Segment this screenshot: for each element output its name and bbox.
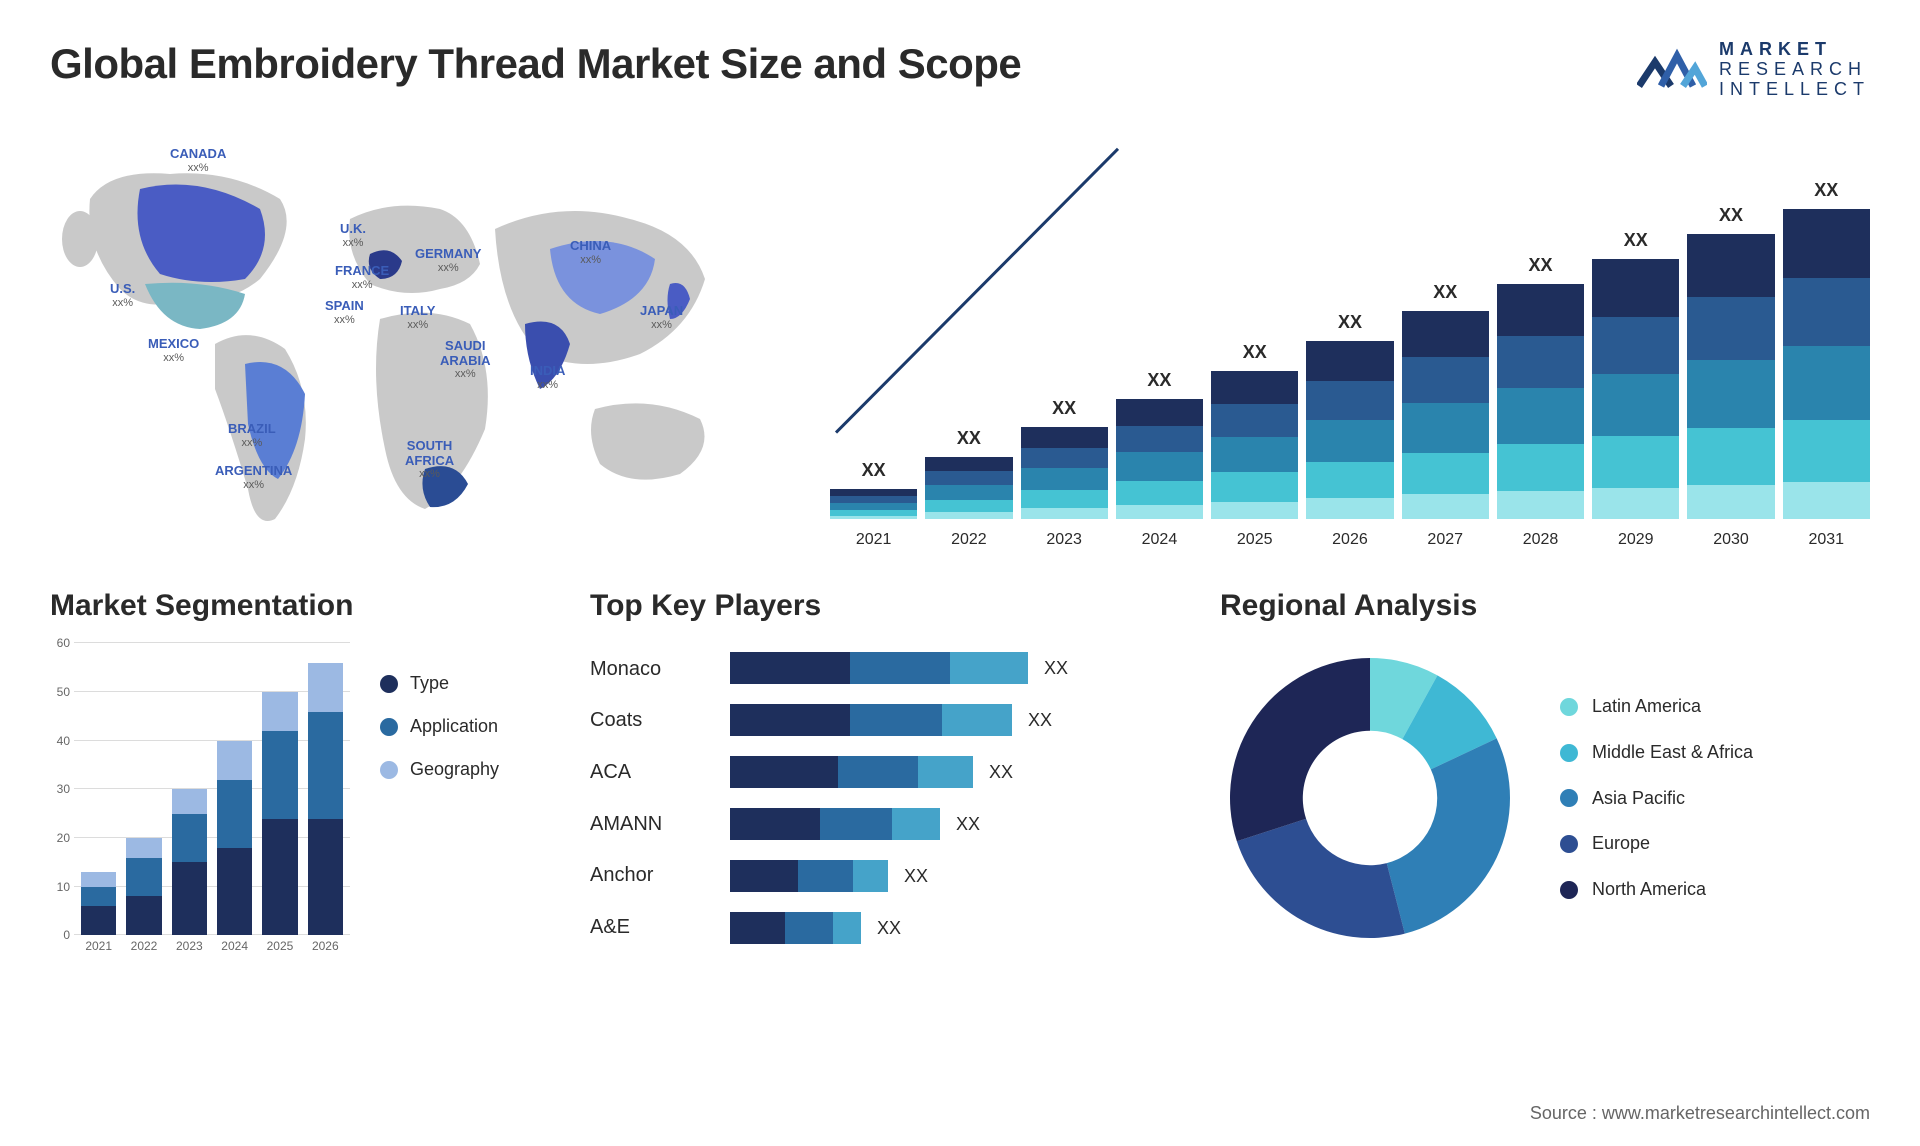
- growth-bar-value: XX: [1528, 255, 1552, 276]
- logo-line-1: MARKET: [1719, 40, 1870, 60]
- growth-bar: XX: [1306, 312, 1393, 519]
- map-label: CANADAxx%: [170, 147, 226, 173]
- regional-donut-chart: [1220, 648, 1520, 948]
- growth-year-label: 2029: [1592, 531, 1679, 549]
- map-label: CHINAxx%: [570, 239, 611, 265]
- growth-year-label: 2023: [1021, 531, 1108, 549]
- growth-bar: XX: [1497, 255, 1584, 519]
- player-bar: XX: [730, 912, 1170, 944]
- player-name: Coats: [590, 709, 710, 732]
- growth-year-label: 2024: [1116, 531, 1203, 549]
- growth-year-label: 2022: [925, 531, 1012, 549]
- growth-bar: XX: [1211, 342, 1298, 519]
- player-bar: XX: [730, 704, 1170, 736]
- growth-bar-value: XX: [1719, 205, 1743, 226]
- player-bar: XX: [730, 808, 1170, 840]
- map-label: BRAZILxx%: [228, 422, 276, 448]
- player-name: Anchor: [590, 864, 710, 887]
- map-label: SOUTHAFRICAxx%: [405, 439, 454, 480]
- growth-year-label: 2031: [1783, 531, 1870, 549]
- growth-bar-value: XX: [1814, 180, 1838, 201]
- map-label: U.S.xx%: [110, 282, 135, 308]
- growth-bar-value: XX: [1147, 370, 1171, 391]
- growth-year-label: 2030: [1687, 531, 1774, 549]
- growth-bar-value: XX: [1433, 282, 1457, 303]
- players-panel: Top Key Players Monaco Coats ACA AMANN Ancho…: [590, 589, 1170, 1009]
- growth-bar-chart: XX XX XX XX XX XX XX XX XX XX XX 2021 2022 2023 2024 2…: [830, 129, 1870, 549]
- seg-legend-item: Geography: [380, 759, 540, 780]
- growth-year-label: 2025: [1211, 531, 1298, 549]
- seg-bar: [169, 789, 210, 935]
- seg-legend-item: Application: [380, 716, 540, 737]
- growth-year-label: 2028: [1497, 531, 1584, 549]
- player-name: Monaco: [590, 658, 710, 681]
- growth-bar: XX: [1687, 205, 1774, 519]
- donut-slice: [1237, 819, 1405, 938]
- growth-year-label: 2027: [1402, 531, 1489, 549]
- player-bar: XX: [730, 860, 1170, 892]
- growth-bar-value: XX: [1338, 312, 1362, 333]
- players-title: Top Key Players: [590, 589, 1170, 623]
- regional-title: Regional Analysis: [1220, 589, 1870, 623]
- seg-bar: [214, 741, 255, 936]
- growth-bar-value: XX: [1052, 398, 1076, 419]
- regional-legend: Latin America Middle East & Africa Asia Pa…: [1560, 696, 1870, 900]
- donut-slice: [1387, 739, 1510, 934]
- growth-bar: XX: [1021, 398, 1108, 519]
- growth-bar-value: XX: [1243, 342, 1267, 363]
- logo-mark-icon: [1637, 42, 1707, 98]
- regional-panel: Regional Analysis Latin America Middle Ea…: [1220, 589, 1870, 1009]
- player-bar: XX: [730, 652, 1170, 684]
- segmentation-title: Market Segmentation: [50, 589, 540, 623]
- source-text: Source : www.marketresearchintellect.com: [1530, 1103, 1870, 1124]
- player-name: AMANN: [590, 813, 710, 836]
- player-name: ACA: [590, 761, 710, 784]
- growth-bar-value: XX: [957, 428, 981, 449]
- growth-year-label: 2026: [1306, 531, 1393, 549]
- segmentation-chart: 0102030405060 202120222023202420252026: [50, 643, 350, 953]
- growth-bar-value: XX: [1624, 230, 1648, 251]
- growth-bar: XX: [1783, 180, 1870, 519]
- region-legend-item: Middle East & Africa: [1560, 742, 1870, 764]
- segmentation-legend: Type Application Geography: [380, 643, 540, 1009]
- logo-line-2: RESEARCH: [1719, 60, 1870, 80]
- player-bar: XX: [730, 756, 1170, 788]
- map-label: ITALYxx%: [400, 304, 435, 330]
- page-title: Global Embroidery Thread Market Size and…: [50, 40, 1021, 88]
- map-label: ARGENTINAxx%: [215, 464, 292, 490]
- region-legend-item: North America: [1560, 879, 1870, 901]
- logo-line-3: INTELLECT: [1719, 80, 1870, 100]
- map-label: JAPANxx%: [640, 304, 683, 330]
- seg-bar: [305, 663, 346, 936]
- growth-year-label: 2021: [830, 531, 917, 549]
- growth-bar: XX: [830, 460, 917, 519]
- region-legend-item: Latin America: [1560, 696, 1870, 718]
- player-name: A&E: [590, 916, 710, 939]
- donut-slice: [1230, 658, 1370, 841]
- map-label: INDIAxx%: [530, 364, 565, 390]
- seg-bar: [78, 872, 119, 935]
- map-label: FRANCExx%: [335, 264, 389, 290]
- growth-bar-value: XX: [862, 460, 886, 481]
- growth-bar: XX: [925, 428, 1012, 519]
- map-label: GERMANYxx%: [415, 247, 481, 273]
- seg-legend-item: Type: [380, 673, 540, 694]
- seg-bar: [123, 838, 164, 935]
- region-legend-item: Europe: [1560, 833, 1870, 855]
- growth-bar: XX: [1116, 370, 1203, 519]
- map-label: U.K.xx%: [340, 222, 366, 248]
- map-label: MEXICOxx%: [148, 337, 199, 363]
- map-label: SPAINxx%: [325, 299, 364, 325]
- players-chart: XX XX XX XX XX XX: [730, 643, 1170, 953]
- growth-bar: XX: [1592, 230, 1679, 519]
- segmentation-panel: Market Segmentation 0102030405060 202120…: [50, 589, 540, 1009]
- brand-logo: MARKET RESEARCH INTELLECT: [1637, 40, 1870, 99]
- region-legend-item: Asia Pacific: [1560, 788, 1870, 810]
- seg-bar: [259, 692, 300, 935]
- map-label: SAUDIARABIAxx%: [440, 339, 491, 380]
- world-map: CANADAxx% U.S.xx% MEXICOxx% BRAZILxx% ARGENT…: [50, 129, 770, 549]
- growth-bar: XX: [1402, 282, 1489, 519]
